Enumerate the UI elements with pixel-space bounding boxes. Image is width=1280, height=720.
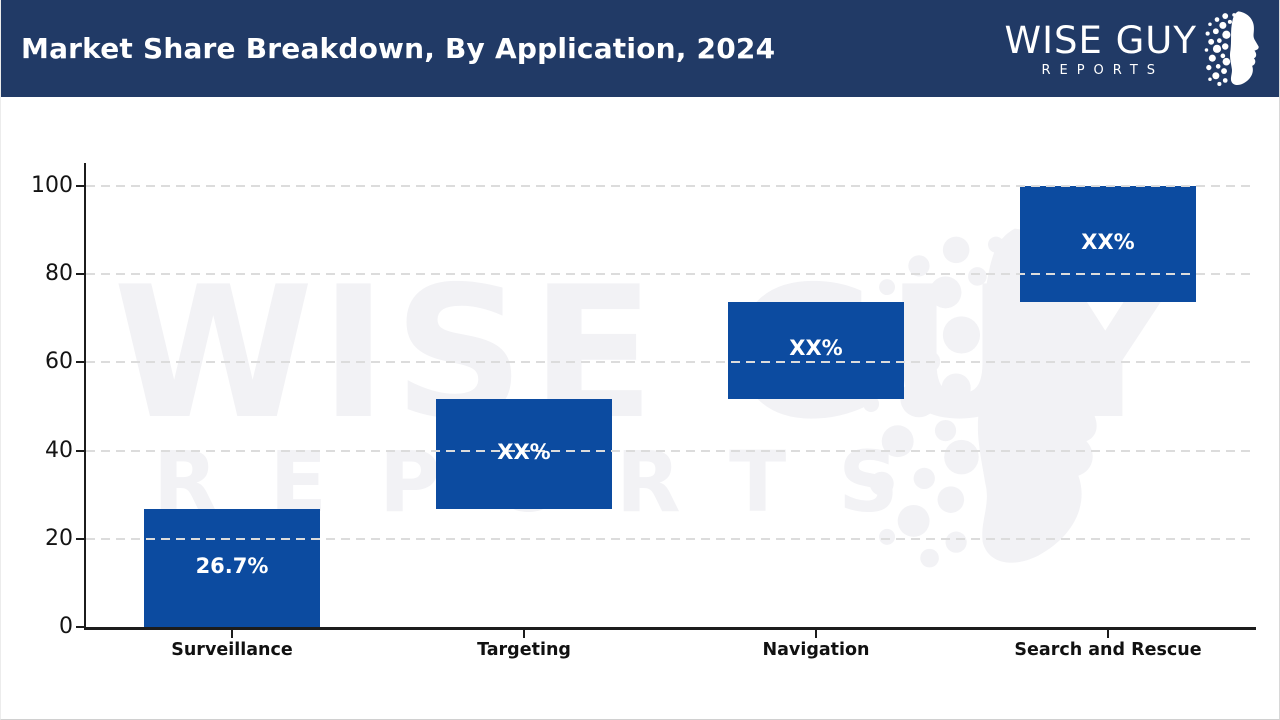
logo-dotted-face-icon — [1204, 11, 1259, 87]
x-axis-tick — [523, 630, 525, 638]
bar-value-label: XX% — [1081, 229, 1135, 254]
bar-value-label: 26.7% — [195, 554, 269, 579]
bar-navigation — [728, 301, 904, 399]
y-axis-tick — [76, 273, 84, 276]
x-axis-label-surveillance: Surveillance — [171, 640, 293, 660]
x-axis-tick — [1107, 630, 1109, 638]
y-axis-tick — [76, 361, 84, 364]
gridline — [86, 537, 1256, 540]
y-tick-label: 0 — [59, 614, 73, 639]
gridline — [86, 361, 1256, 364]
page-title: Market Share Breakdown, By Application, … — [21, 32, 776, 65]
y-axis-tick — [76, 626, 84, 628]
x-axis-label-targeting: Targeting — [477, 640, 571, 660]
bar-search-and-rescue — [1020, 186, 1196, 302]
y-axis-spine — [84, 163, 86, 629]
logo-wise-guy-text: WISE GUY — [1004, 19, 1197, 63]
y-tick-label: 20 — [45, 525, 73, 551]
gridline — [86, 273, 1256, 276]
y-axis-tick — [76, 537, 84, 540]
y-axis-tick — [76, 185, 84, 187]
header-bar: Market Share Breakdown, By Application, … — [1, 0, 1279, 97]
x-axis-label-navigation: Navigation — [762, 640, 870, 660]
y-tick-label: 60 — [45, 349, 73, 375]
gridline — [86, 449, 1256, 452]
y-tick-label: 80 — [45, 261, 73, 287]
y-tick-label: 100 — [31, 173, 73, 198]
x-axis-spine — [84, 627, 1256, 630]
x-axis-label-search-and-rescue: Search and Rescue — [1014, 640, 1202, 660]
y-axis-tick — [76, 449, 84, 452]
x-axis-tick — [231, 630, 233, 638]
y-tick-label: 40 — [45, 437, 73, 463]
wise-guy-reports-logo: WISE GUY REPORTS — [1005, 6, 1267, 94]
bar-value-label: XX% — [497, 440, 551, 465]
bar-targeting — [436, 399, 612, 510]
x-axis-tick — [815, 630, 817, 638]
logo-text: WISE GUY REPORTS — [1004, 19, 1197, 78]
logo-reports-text: REPORTS — [1041, 62, 1165, 78]
gridline — [86, 185, 1256, 187]
bar-value-label: XX% — [789, 336, 843, 361]
bar-surveillance — [144, 509, 320, 627]
